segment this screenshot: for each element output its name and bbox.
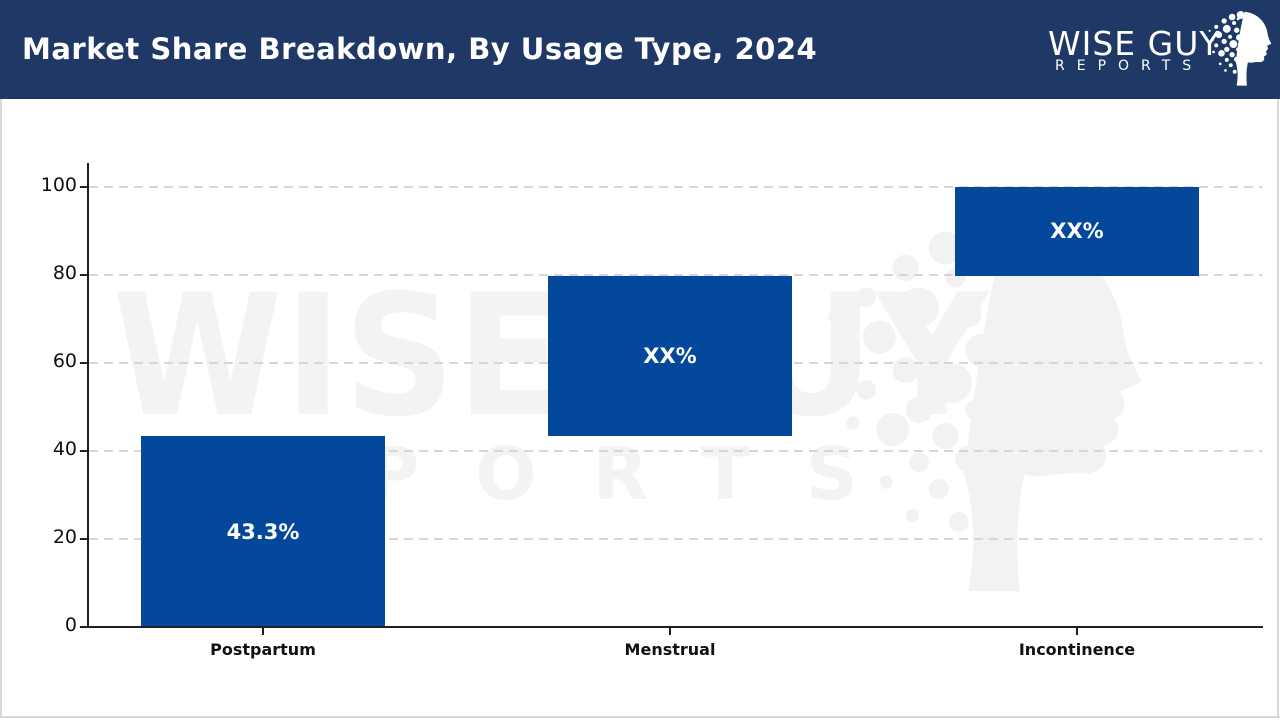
header-bar: Market Share Breakdown, By Usage Type, 2… bbox=[0, 0, 1280, 99]
bar-incontinence: XX% bbox=[955, 187, 1199, 276]
gridline bbox=[89, 538, 1262, 540]
chart-title: Market Share Breakdown, By Usage Type, 2… bbox=[22, 32, 818, 66]
y-axis-line bbox=[87, 163, 89, 628]
x-tick-mark bbox=[1076, 628, 1078, 635]
bar-postpartum: 43.3% bbox=[141, 436, 385, 627]
gridline bbox=[89, 186, 1262, 188]
x-category-label: Menstrual bbox=[624, 640, 716, 659]
bottom-border bbox=[0, 716, 1280, 718]
logo-head-icon bbox=[1207, 11, 1272, 86]
y-tick-label: 60 bbox=[52, 350, 77, 372]
logo-subtext: REPORTS bbox=[1055, 58, 1204, 74]
watermark-head-icon bbox=[824, 218, 1142, 592]
y-tick-mark bbox=[80, 362, 87, 364]
right-border bbox=[1277, 99, 1279, 718]
y-tick-label: 100 bbox=[40, 174, 77, 196]
y-tick-label: 40 bbox=[52, 438, 77, 460]
left-border bbox=[0, 99, 2, 718]
x-category-label: Postpartum bbox=[210, 640, 316, 659]
bar-menstrual: XX% bbox=[548, 275, 792, 437]
x-tick-mark bbox=[669, 628, 671, 635]
gridline bbox=[89, 450, 1262, 452]
y-tick-label: 80 bbox=[52, 262, 77, 284]
y-tick-mark bbox=[80, 626, 87, 628]
bar-value-label: XX% bbox=[643, 344, 697, 369]
bar-value-label: XX% bbox=[1050, 219, 1104, 244]
y-tick-mark bbox=[80, 186, 87, 188]
brand-logo: WISE GUY REPORTS bbox=[1022, 0, 1272, 99]
x-category-label: Incontinence bbox=[1018, 640, 1136, 659]
y-tick-label: 20 bbox=[52, 526, 77, 548]
y-tick-label: 0 bbox=[64, 614, 77, 636]
x-axis-line bbox=[87, 626, 1263, 628]
y-tick-mark bbox=[80, 274, 87, 276]
logo-wordmark: WISE GUY bbox=[1048, 24, 1221, 63]
y-tick-mark bbox=[80, 538, 87, 540]
bar-value-label: 43.3% bbox=[226, 519, 300, 544]
y-tick-mark bbox=[80, 450, 87, 452]
gridline bbox=[89, 274, 1262, 276]
x-tick-mark bbox=[262, 628, 264, 635]
